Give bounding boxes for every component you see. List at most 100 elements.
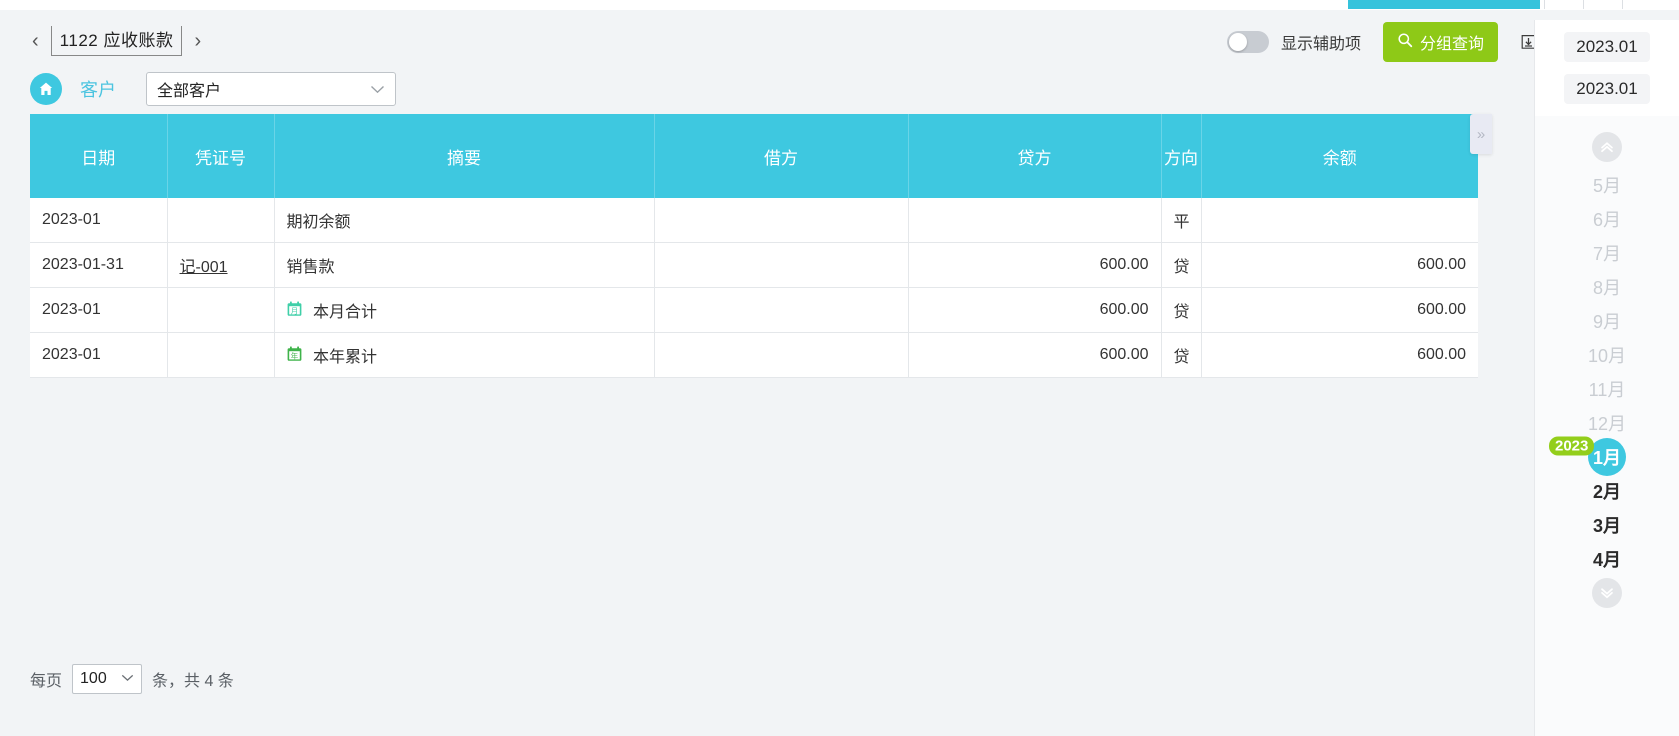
table-header-row: 日期 凭证号 摘要 借方 贷方 方向 余额 [30, 114, 1478, 198]
abstract-text: 销售款 [286, 259, 335, 276]
tab-separator [1622, 0, 1623, 9]
cell-voucher [167, 332, 275, 378]
month-label: 3月 [1592, 516, 1621, 536]
column-header-direction: 方向 [1161, 114, 1202, 198]
customer-select-value: 全部客户 [157, 83, 222, 100]
cell-credit: 600.00 [908, 242, 1162, 288]
period-pill-end[interactable]: 2023.01 [1564, 74, 1650, 104]
column-header-debit: 借方 [654, 114, 909, 198]
cell-abstract: 销售款 [274, 242, 655, 288]
month-item-1[interactable]: 2023 1月 [1535, 436, 1679, 476]
cell-credit [908, 198, 1162, 243]
group-query-button[interactable]: 分组查询 [1382, 22, 1498, 62]
group-query-label: 分组查询 [1419, 36, 1484, 53]
cell-direction: 贷 [1161, 242, 1202, 288]
cell-debit [654, 287, 909, 333]
cell-abstract: 期初余额 [274, 198, 655, 243]
next-account-icon[interactable]: › [194, 30, 202, 52]
month-label: 12月 [1587, 414, 1627, 434]
column-header-balance: 余额 [1201, 114, 1478, 198]
chevron-down-icon [370, 82, 385, 97]
ledger-table: 日期 凭证号 摘要 借方 贷方 方向 余额 2023-01 期初余额 [30, 114, 1478, 378]
month-label: 6月 [1592, 210, 1621, 230]
column-header-credit: 贷方 [908, 114, 1162, 198]
month-label: 11月 [1588, 380, 1626, 400]
show-aux-label: 显示辅助项 [1280, 36, 1361, 53]
cell-debit [654, 332, 909, 378]
period-pill-start[interactable]: 2023.01 [1564, 32, 1650, 62]
month-label: 10月 [1587, 346, 1627, 366]
scroll-down-icon[interactable] [1592, 578, 1622, 608]
column-header-abstract: 摘要 [274, 114, 655, 198]
table-row[interactable]: 2023-01 年 本年累计 [30, 332, 1478, 378]
month-label: 5月 [1592, 176, 1621, 196]
pagination: 每页 100 条，共 4 条 [30, 664, 234, 694]
ledger-table-body: 2023-01 期初余额 平 2023-01-31 记-001 [30, 198, 1478, 378]
chevron-down-icon [121, 673, 134, 685]
search-icon [1397, 32, 1413, 53]
tab-separator [1583, 0, 1584, 9]
cell-debit [654, 198, 909, 243]
abstract-text: 本月合计 [312, 303, 377, 321]
page-size-select[interactable]: 100 [72, 664, 143, 694]
prev-account-icon[interactable]: ‹ [32, 30, 39, 52]
month-item-4[interactable]: 4月 [1535, 542, 1679, 576]
home-icon[interactable] [30, 73, 62, 105]
filter-row: 客户 全部客户 [30, 72, 396, 106]
cell-debit [654, 242, 909, 288]
header-bar: ‹ 1122 应收账款 › 显示辅助项 分组查询 [0, 10, 1679, 70]
account-name[interactable]: 1122 应收账款 [50, 26, 183, 56]
month-label: 9月 [1592, 312, 1621, 332]
total-count-label: 条，共 4 条 [152, 673, 234, 690]
cell-direction: 贷 [1161, 332, 1202, 378]
month-item-3[interactable]: 3月 [1535, 508, 1679, 542]
cell-voucher [167, 198, 275, 243]
svg-text:年: 年 [290, 351, 298, 360]
cell-balance: 600.00 [1201, 287, 1478, 333]
month-item-10[interactable]: 10月 [1535, 338, 1679, 372]
collapse-panel-button[interactable]: » [1470, 114, 1492, 154]
month-total-icon: 月 [287, 301, 302, 322]
month-scroller: 5月 6月 7月 8月 9月 10月 11月 12月 2023 1月 2月 3月… [1535, 124, 1679, 736]
cell-voucher [167, 287, 275, 333]
account-navigator: ‹ 1122 应收账款 › [30, 26, 203, 56]
month-item-11[interactable]: 11月 [1535, 372, 1679, 406]
active-tab-indicator[interactable] [1348, 0, 1540, 9]
column-header-voucher: 凭证号 [167, 114, 275, 198]
year-total-icon: 年 [287, 346, 302, 367]
month-label: 8月 [1592, 278, 1621, 298]
cell-balance: 600.00 [1201, 332, 1478, 378]
show-aux-toggle[interactable] [1226, 31, 1269, 53]
cell-date: 2023-01 [30, 198, 168, 243]
month-item-9[interactable]: 9月 [1535, 304, 1679, 338]
page-size-prefix: 每页 [30, 673, 63, 690]
table-row[interactable]: 2023-01-31 记-001 销售款 600.00 贷 600.00 [30, 242, 1478, 288]
month-item-7[interactable]: 7月 [1535, 236, 1679, 270]
table-row[interactable]: 2023-01 月 本月合计 [30, 287, 1478, 333]
cell-balance [1201, 198, 1478, 243]
month-item-8[interactable]: 8月 [1535, 270, 1679, 304]
voucher-link[interactable]: 记-001 [179, 259, 228, 276]
cell-direction: 平 [1161, 198, 1202, 243]
cell-abstract: 年 本年累计 [274, 332, 655, 378]
abstract-text: 本年累计 [312, 348, 377, 366]
page-body: ‹ 1122 应收账款 › 显示辅助项 分组查询 [0, 10, 1679, 736]
aux-type-label: 客户 [80, 80, 116, 100]
month-item-6[interactable]: 6月 [1535, 202, 1679, 236]
cell-date: 2023-01 [30, 287, 168, 333]
month-item-12[interactable]: 12月 [1535, 406, 1679, 440]
cell-voucher: 记-001 [167, 242, 275, 288]
column-header-date: 日期 [30, 114, 168, 198]
customer-select[interactable]: 全部客户 [146, 72, 396, 106]
month-item-5[interactable]: 5月 [1535, 168, 1679, 202]
ledger-table-head: 日期 凭证号 摘要 借方 贷方 方向 余额 [30, 114, 1478, 198]
scroll-up-icon[interactable] [1592, 132, 1622, 162]
month-item-2[interactable]: 2月 [1535, 474, 1679, 508]
browser-tab-strip [0, 0, 1679, 10]
tab-separator [1544, 0, 1545, 9]
month-label: 4月 [1592, 550, 1621, 570]
month-label: 7月 [1592, 244, 1621, 264]
table-row[interactable]: 2023-01 期初余额 平 [30, 198, 1478, 243]
svg-text:月: 月 [290, 306, 297, 315]
cell-date: 2023-01-31 [30, 242, 168, 288]
